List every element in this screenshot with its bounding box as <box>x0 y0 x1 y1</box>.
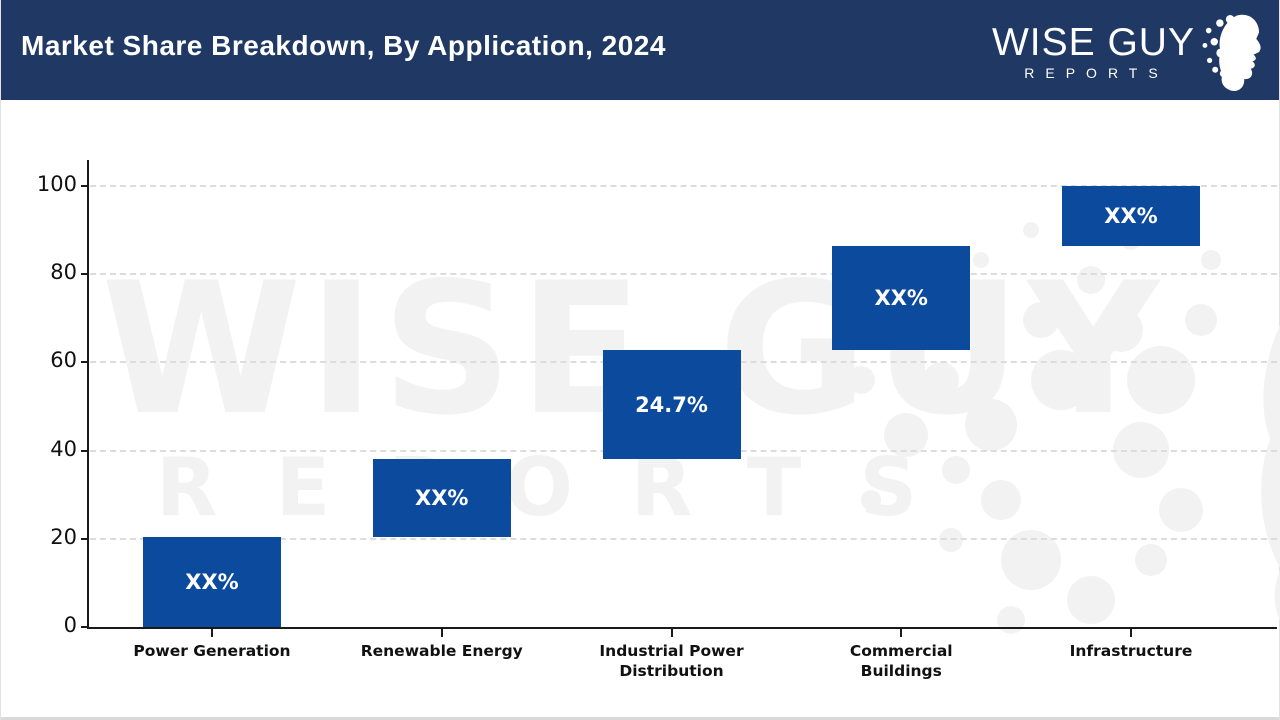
y-axis-tick <box>81 626 89 628</box>
logo-wordmark: WISE GUY <box>991 21 1195 64</box>
y-axis-line <box>87 159 89 629</box>
x-axis-label-renewable-energy: Renewable Energy <box>360 642 523 660</box>
bar-value-label: XX% <box>185 570 239 594</box>
x-axis-tick <box>670 629 673 637</box>
y-axis-tick-label: 0 <box>63 613 77 637</box>
wiseguy-logo-text: WISE GUY REPORTS <box>991 21 1195 82</box>
y-axis-tick-label: 100 <box>36 172 77 196</box>
x-axis-tick <box>440 629 443 637</box>
plot-area: 0 20 40 60 80 100 XX% Power Generation XX% Renewa… <box>1 100 1280 717</box>
header-bar: Market Share Breakdown, By Application, … <box>1 0 1279 100</box>
logo-subtitle: REPORTS <box>1024 65 1169 81</box>
x-axis-label-commercial-buildings: Commercial Buildings <box>849 642 953 680</box>
wiseguy-head-icon <box>1202 14 1261 91</box>
x-axis-tick <box>1130 629 1132 637</box>
bar-value-label: XX% <box>1104 203 1158 228</box>
gridline <box>90 537 1277 540</box>
page-title: Market Share Breakdown, By Application, … <box>21 30 666 61</box>
bar-renewable-energy: XX% <box>372 458 511 538</box>
bar-commercial-buildings: XX% <box>832 245 971 351</box>
y-axis-tick <box>81 361 89 364</box>
y-axis-tick-label: 60 <box>50 348 77 373</box>
x-axis-label-infrastructure: Infrastructure <box>1069 642 1193 660</box>
bar-industrial-power-distribution: 24.7% <box>602 350 741 459</box>
y-axis-tick-label: 20 <box>50 524 77 549</box>
bar-infrastructure: XX% <box>1062 186 1200 246</box>
x-axis-label-power-generation: Power Generation <box>133 642 291 660</box>
x-axis-line <box>87 627 1277 629</box>
chart-region: WISE GUY REPORTS 0 20 40 60 80 100 XX% Power Ge… <box>1 100 1280 717</box>
y-axis-tick-label: 40 <box>50 436 77 461</box>
x-axis-tick <box>211 629 213 637</box>
wiseguy-logo: WISE GUY REPORTS <box>992 10 1265 94</box>
y-axis-tick <box>81 273 89 276</box>
y-axis-tick <box>81 185 89 187</box>
y-axis-tick-label: 80 <box>50 260 77 285</box>
watermark-subtitle: REPORTS <box>156 441 976 534</box>
bar-value-label: 24.7% <box>635 392 708 417</box>
x-axis-tick <box>900 629 903 637</box>
y-axis-tick <box>81 449 89 452</box>
x-axis-label-industrial-power-distribution: Industrial Power Distribution <box>599 642 744 680</box>
gridline <box>90 273 1277 276</box>
gridline <box>90 185 1277 187</box>
bar-value-label: XX% <box>415 485 469 510</box>
footer-strip <box>1 717 1279 720</box>
y-axis-tick <box>81 537 89 540</box>
bar-power-generation: XX% <box>143 537 281 627</box>
bar-value-label: XX% <box>874 286 928 310</box>
